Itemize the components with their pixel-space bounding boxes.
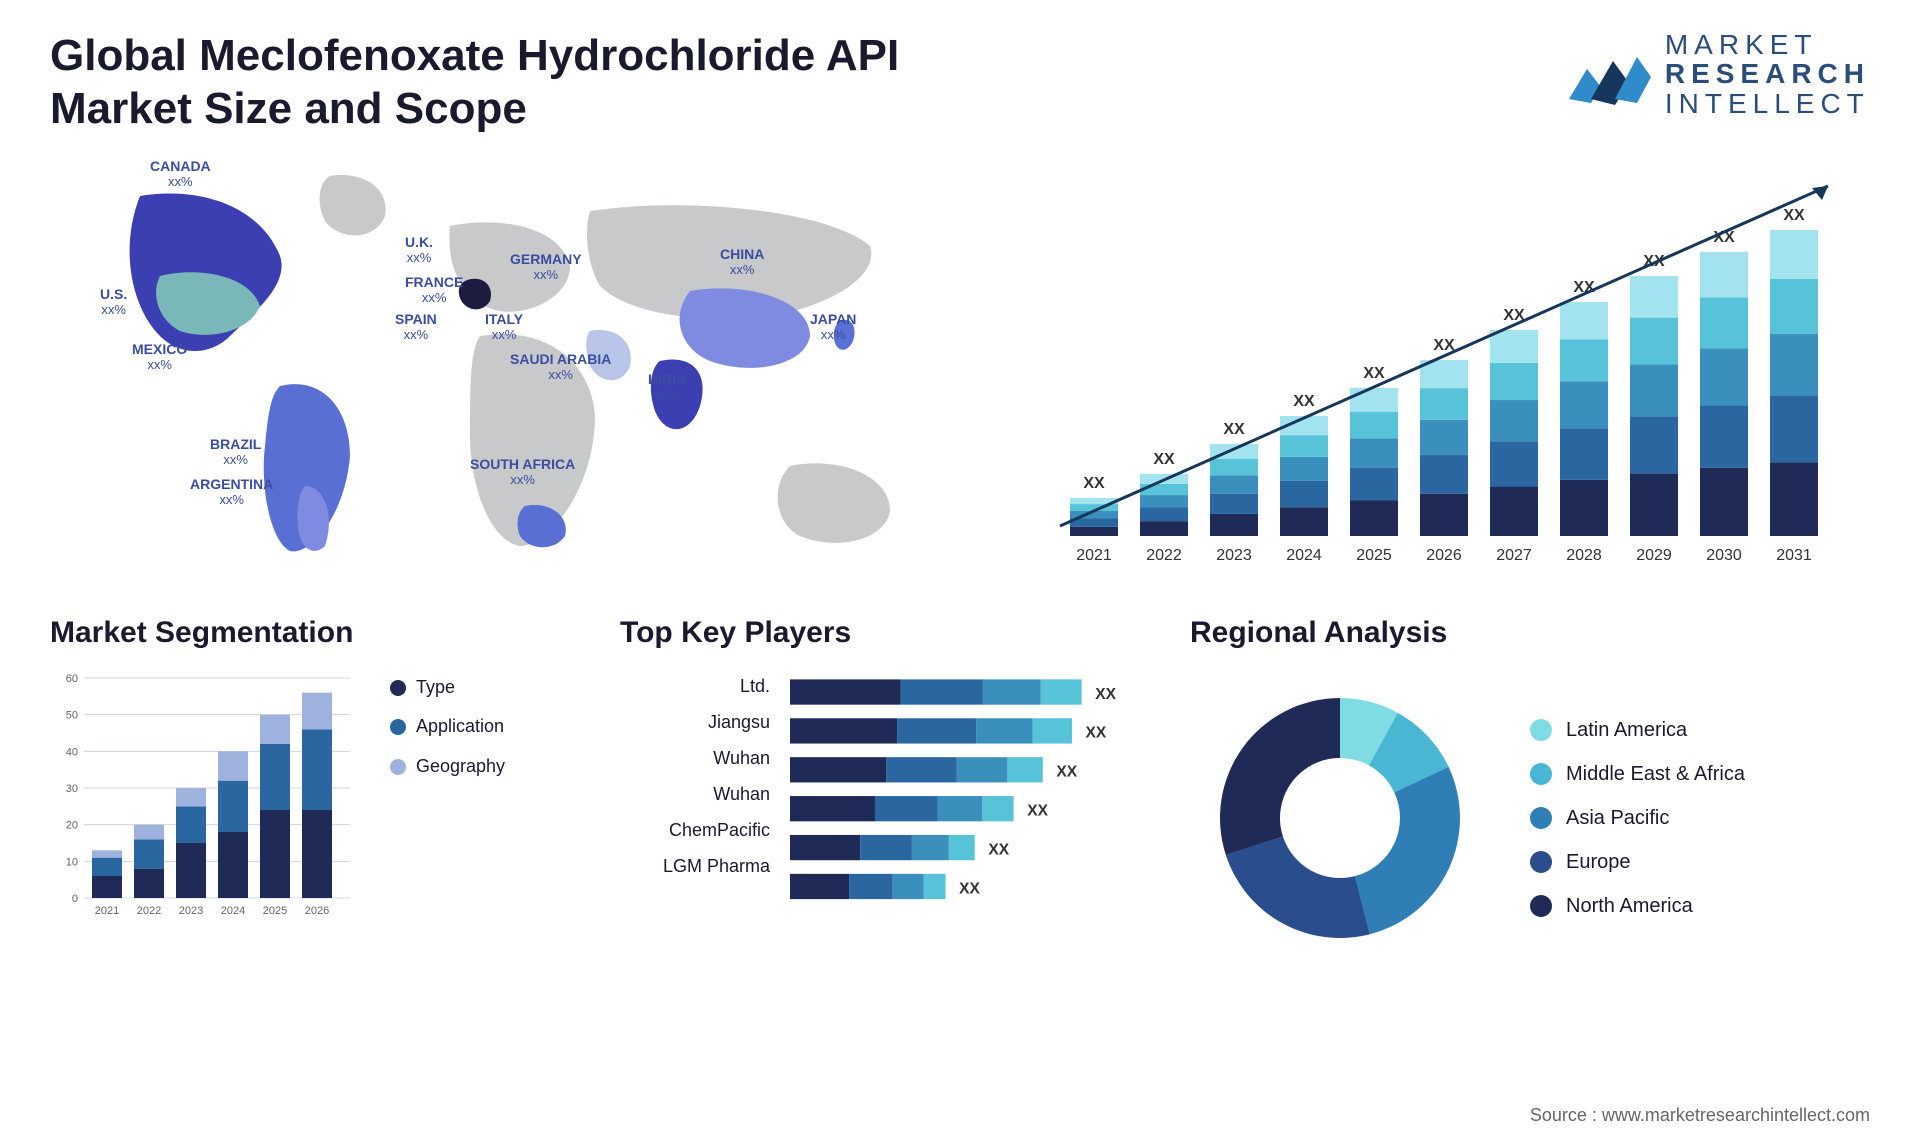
svg-text:XX: XX [1083, 475, 1105, 492]
source-line: Source : www.marketresearchintellect.com [1530, 1105, 1870, 1126]
svg-text:2022: 2022 [137, 905, 161, 917]
segmentation-chart: 0 10 20 30 40 50 60 2021 2022 2023 2024 2025 2026 [50, 668, 360, 928]
legend-item: Geography [390, 747, 505, 787]
logo: MARKET RESEARCH INTELLECT [1567, 30, 1870, 118]
svg-text:2031: 2031 [1776, 547, 1812, 564]
svg-text:2022: 2022 [1146, 547, 1182, 564]
players-panel: Top Key Players Ltd.JiangsuWuhanWuhanChe… [620, 616, 1140, 968]
svg-text:2024: 2024 [221, 905, 245, 917]
svg-text:0: 0 [72, 893, 78, 905]
logo-text: MARKET RESEARCH INTELLECT [1665, 30, 1870, 118]
svg-text:2025: 2025 [263, 905, 287, 917]
map-label: GERMANYxx% [510, 251, 582, 283]
svg-text:XX: XX [1363, 365, 1385, 382]
legend-item: Europe [1530, 840, 1745, 884]
map-label: CHINAxx% [720, 246, 764, 278]
map-label: SAUDI ARABIAxx% [510, 351, 611, 383]
svg-text:2026: 2026 [1426, 547, 1462, 564]
map-label: INDIAxx% [648, 371, 686, 403]
segmentation-panel: Market Segmentation 0 10 20 30 40 50 60 2021 202… [50, 616, 570, 968]
map-label: JAPANxx% [810, 311, 856, 343]
svg-text:2030: 2030 [1706, 547, 1742, 564]
svg-text:2021: 2021 [95, 905, 119, 917]
svg-text:2025: 2025 [1356, 547, 1392, 564]
regional-title: Regional Analysis [1190, 616, 1870, 650]
segmentation-title: Market Segmentation [50, 616, 570, 650]
svg-text:2021: 2021 [1076, 547, 1112, 564]
player-name: LGM Pharma [620, 848, 770, 884]
legend-item: Latin America [1530, 708, 1745, 752]
svg-text:XX: XX [1293, 393, 1315, 410]
svg-text:2029: 2029 [1636, 547, 1672, 564]
map-label: ARGENTINAxx% [190, 476, 273, 508]
svg-text:XX: XX [988, 841, 1009, 858]
map-label: U.K.xx% [405, 234, 433, 266]
svg-text:2028: 2028 [1566, 547, 1602, 564]
logo-mark-icon [1567, 39, 1653, 109]
legend-item: North America [1530, 884, 1745, 928]
legend-item: Asia Pacific [1530, 796, 1745, 840]
svg-text:2027: 2027 [1496, 547, 1532, 564]
svg-text:XX: XX [1095, 685, 1116, 702]
svg-text:10: 10 [66, 856, 78, 868]
legend-item: Type [390, 668, 505, 708]
map-label: ITALYxx% [485, 311, 523, 343]
svg-text:XX: XX [1056, 763, 1077, 780]
map-label: CANADAxx% [150, 158, 211, 190]
map-label: MEXICOxx% [132, 341, 187, 373]
svg-text:XX: XX [1783, 207, 1805, 224]
svg-text:XX: XX [1027, 802, 1048, 819]
regional-legend: Latin AmericaMiddle East & AfricaAsia Pa… [1530, 708, 1745, 928]
map-label: U.S.xx% [100, 286, 127, 318]
world-map-panel: CANADAxx% U.S.xx%MEXICOxx% BRAZILxx% ARGENT… [50, 156, 950, 576]
svg-text:2026: 2026 [305, 905, 329, 917]
page-title: Global Meclofenoxate Hydrochloride API M… [50, 30, 1050, 136]
player-name: Ltd. [620, 668, 770, 704]
svg-text:60: 60 [66, 673, 78, 685]
regional-donut [1190, 668, 1490, 968]
svg-text:XX: XX [1153, 451, 1175, 468]
players-title: Top Key Players [620, 616, 1140, 650]
svg-text:50: 50 [66, 709, 78, 721]
svg-text:30: 30 [66, 783, 78, 795]
map-label: SOUTH AFRICAxx% [470, 456, 575, 488]
svg-text:XX: XX [1223, 421, 1245, 438]
svg-text:20: 20 [66, 819, 78, 831]
forecast-chart: XX2021XX2022XX2023XX2024XX2025XX2026XX20… [1010, 156, 1870, 576]
legend-item: Application [390, 707, 505, 747]
map-label: SPAINxx% [395, 311, 437, 343]
svg-text:XX: XX [959, 880, 980, 897]
svg-text:40: 40 [66, 746, 78, 758]
svg-text:2023: 2023 [1216, 547, 1252, 564]
svg-text:XX: XX [1086, 724, 1107, 741]
map-label: BRAZILxx% [210, 436, 261, 468]
svg-text:2023: 2023 [179, 905, 203, 917]
map-label: FRANCExx% [405, 274, 463, 306]
player-name: Jiangsu [620, 704, 770, 740]
player-name: ChemPacific [620, 812, 770, 848]
legend-item: Middle East & Africa [1530, 752, 1745, 796]
players-names: Ltd.JiangsuWuhanWuhanChemPacificLGM Phar… [620, 668, 770, 928]
regional-panel: Regional Analysis Latin AmericaMiddle Ea… [1190, 616, 1870, 968]
player-name: Wuhan [620, 740, 770, 776]
segmentation-legend: TypeApplicationGeography [390, 668, 505, 928]
players-chart: XX XX XX XX XX XX [790, 668, 1140, 928]
player-name: Wuhan [620, 776, 770, 812]
svg-text:2024: 2024 [1286, 547, 1322, 564]
